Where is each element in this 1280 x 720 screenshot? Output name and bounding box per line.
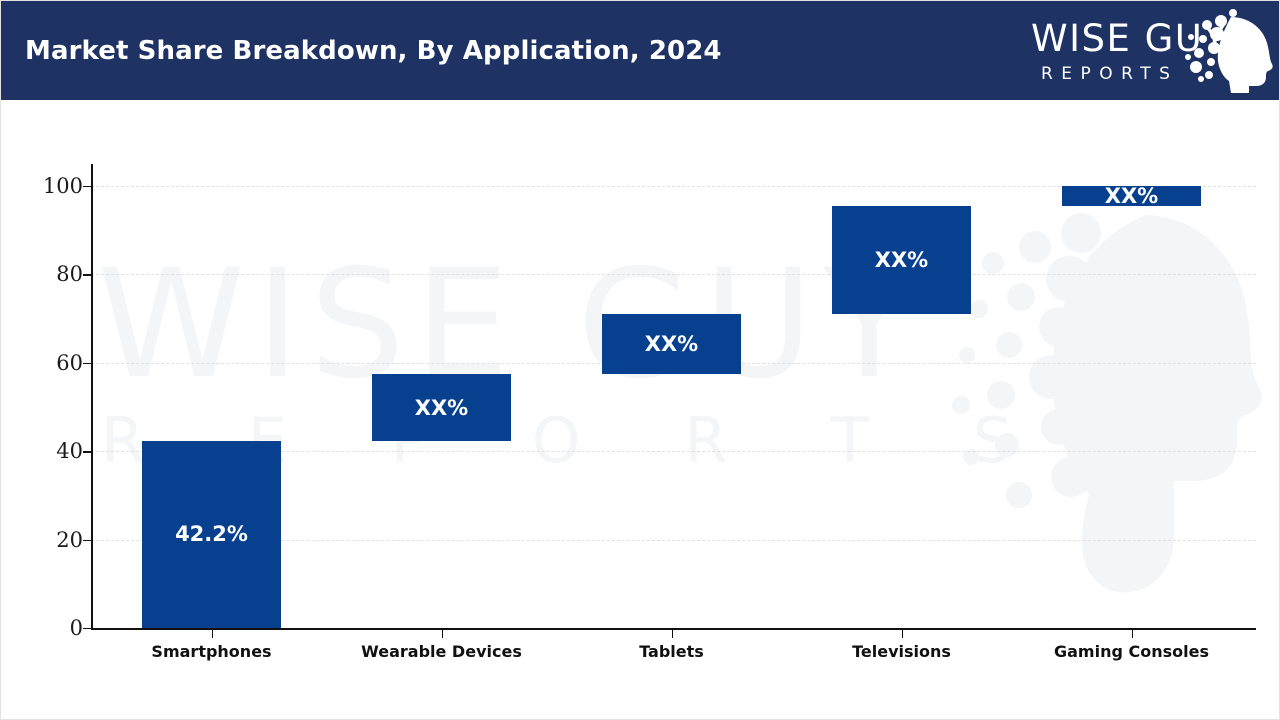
y-tick-label-60: 60	[56, 350, 83, 375]
bar-label-smartphones: 42.2%	[175, 522, 248, 546]
x-tick-label-gaming-consoles: Gaming Consoles	[1054, 642, 1209, 661]
bar-tablets[interactable]	[602, 314, 741, 374]
x-tick-mark-televisions	[901, 629, 903, 638]
svg-text:REPORTS: REPORTS	[1041, 64, 1178, 84]
x-tick-label-wearable-devices: Wearable Devices	[361, 642, 522, 661]
y-tick-label-80: 80	[56, 262, 83, 287]
chart-header-bar: Market Share Breakdown, By Application, …	[1, 1, 1279, 100]
bar-label-wearable-devices: XX%	[414, 395, 469, 420]
watermark-head-icon	[931, 205, 1271, 625]
bar-gaming-consoles[interactable]	[1062, 186, 1201, 206]
x-tick-label-televisions: Televisions	[852, 642, 951, 661]
y-tick-label-40: 40	[56, 439, 83, 464]
y-axis-line	[91, 164, 93, 629]
gridline-100	[91, 186, 1256, 187]
x-tick-mark-smartphones	[211, 629, 213, 638]
y-tick-mark-40	[83, 451, 92, 453]
x-tick-mark-gaming-consoles	[1131, 629, 1133, 638]
x-axis-line	[91, 628, 1256, 630]
x-tick-mark-tablets	[671, 629, 673, 638]
y-tick-label-0: 0	[69, 616, 83, 640]
y-tick-mark-20	[83, 539, 92, 541]
wise-guy-reports-logo: WISE GUY REPORTS	[1025, 7, 1275, 95]
y-tick-label-20: 20	[56, 527, 83, 552]
y-tick-mark-60	[83, 362, 92, 365]
bar-smartphones[interactable]	[142, 441, 281, 628]
bar-label-tablets: XX%	[644, 332, 699, 356]
x-tick-label-tablets: Tablets	[639, 642, 704, 661]
bar-televisions[interactable]	[832, 205, 971, 315]
bar-label-gaming-consoles: XX%	[1104, 184, 1159, 208]
x-tick-label-smartphones: Smartphones	[151, 642, 272, 661]
bar-wearable-devices[interactable]	[372, 373, 511, 442]
y-tick-label-100: 100	[42, 174, 83, 198]
y-tick-mark-100	[83, 186, 92, 188]
y-tick-mark-80	[83, 274, 92, 276]
gridline-20	[91, 539, 1256, 541]
x-tick-mark-wearable-devices	[441, 629, 443, 638]
gridline-80	[91, 274, 1256, 276]
plot-area: WISE GUY R E P O R T S	[1, 100, 1279, 719]
y-tick-mark-0	[83, 628, 92, 630]
page-title: Market Share Breakdown, By Application, …	[25, 35, 722, 66]
bar-label-televisions: XX%	[874, 248, 929, 272]
gridline-40	[91, 451, 1256, 453]
